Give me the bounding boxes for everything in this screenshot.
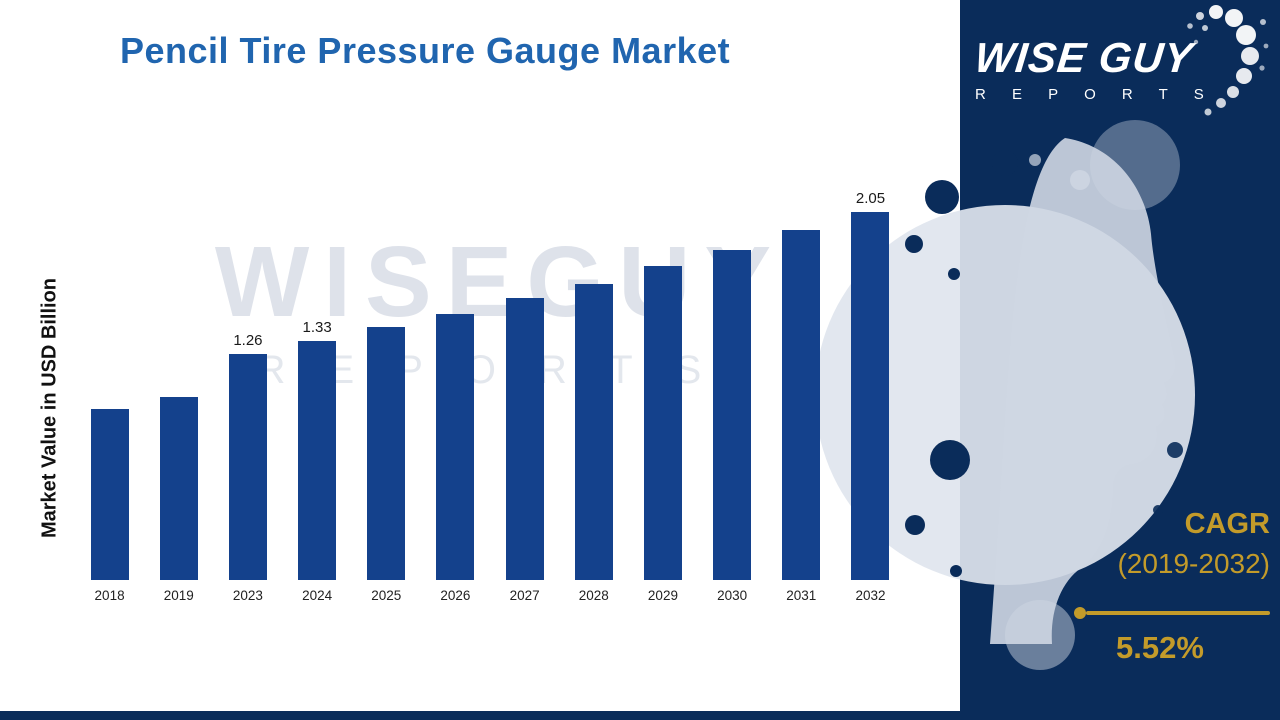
bar-2032	[851, 212, 890, 580]
bar-group-2025: 2025	[352, 185, 421, 603]
bar-group-2031: 2031	[767, 185, 836, 603]
bar-2023	[228, 354, 267, 580]
x-tick-2028: 2028	[578, 588, 609, 603]
bottom-strip	[0, 711, 1280, 720]
cagr-divider	[1074, 607, 1270, 619]
bar-group-2029: 2029	[628, 185, 697, 603]
bar-value-label-2024: 1.33	[302, 319, 332, 336]
x-tick-2023: 2023	[232, 588, 263, 603]
bar-value-label-2023: 1.26	[233, 332, 263, 349]
decorative-dot	[905, 235, 923, 253]
bar-2030	[713, 250, 752, 580]
bar-group-2019: 2019	[144, 185, 213, 603]
bar-value-label-2032: 2.05	[855, 190, 886, 207]
cagr-value: 5.52%	[1116, 630, 1204, 665]
x-tick-2025: 2025	[371, 588, 402, 603]
decorative-dot	[948, 268, 960, 280]
bar-group-2032: 2.05 2032	[836, 185, 905, 603]
decorative-dot	[1040, 188, 1054, 202]
x-tick-2024: 2024	[302, 588, 333, 603]
decorative-dot	[992, 150, 1018, 176]
bar-2019	[159, 397, 198, 580]
bar-2027	[505, 298, 544, 580]
y-axis-label: Market Value in USD Billion	[38, 277, 61, 539]
bar-group-2028: 2028	[559, 185, 628, 603]
bar-2024	[298, 341, 337, 580]
bar-2028	[574, 284, 613, 580]
page-title: Pencil Tire Pressure Gauge Market	[120, 30, 731, 71]
x-tick-2031: 2031	[786, 588, 817, 603]
bar-group-2030: 2030	[698, 185, 767, 603]
decorative-dot	[930, 440, 970, 480]
x-tick-2026: 2026	[440, 588, 471, 603]
x-tick-2030: 2030	[717, 588, 748, 603]
decorative-dot	[950, 565, 962, 577]
cagr-label: CAGR	[1184, 508, 1270, 540]
bar-group-2023: 1.26 2023	[213, 185, 282, 603]
x-tick-2027: 2027	[509, 588, 540, 603]
decorative-dot	[905, 515, 925, 535]
bar-chart: 2018 2019 1.26 2023 1.33 2024 2025 2026 2027 2028…	[75, 185, 905, 603]
logo-face-icon	[1187, 5, 1269, 116]
bar-2031	[782, 230, 821, 580]
cagr-range: (2019-2032)	[1117, 548, 1270, 579]
bar-group-2026: 2026	[421, 185, 490, 603]
bar-2025	[367, 327, 406, 580]
x-tick-2019: 2019	[163, 588, 194, 603]
wiseguy-logo: WISE GUY R E P O R T S	[973, 34, 1215, 103]
x-tick-2029: 2029	[647, 588, 678, 603]
decorative-dot	[925, 180, 959, 214]
logo-reports-text: R E P O R T S	[975, 86, 1215, 103]
decorative-circle	[1090, 120, 1180, 210]
bar-2018	[90, 409, 129, 580]
bar-group-2024: 1.33 2024	[283, 185, 352, 603]
bar-group-2027: 2027	[490, 185, 559, 603]
bar-group-2018: 2018	[75, 185, 144, 603]
x-tick-2032: 2032	[855, 588, 886, 603]
bar-2026	[436, 314, 475, 580]
x-tick-2018: 2018	[94, 588, 125, 603]
bar-2029	[643, 266, 682, 580]
